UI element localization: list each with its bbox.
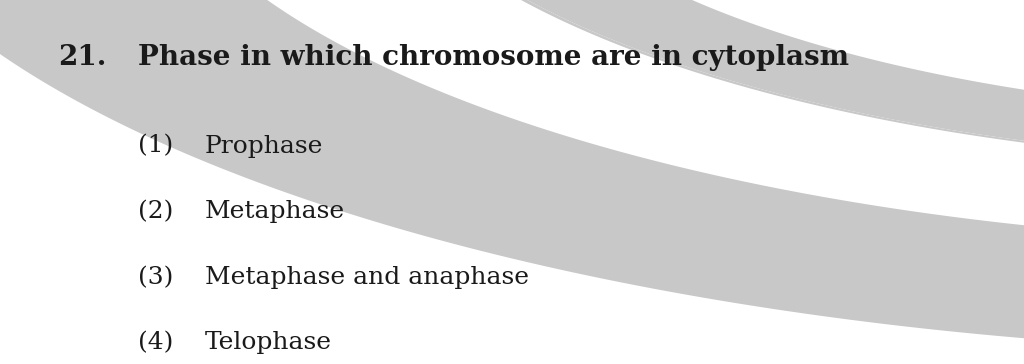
- Text: Metaphase: Metaphase: [205, 200, 345, 223]
- Text: (3): (3): [138, 266, 174, 289]
- Text: Phase in which chromosome are in cytoplasm: Phase in which chromosome are in cytopla…: [138, 44, 849, 71]
- Polygon shape: [0, 0, 1024, 353]
- Text: 21.: 21.: [58, 44, 106, 71]
- Text: (1): (1): [138, 135, 173, 158]
- Text: (4): (4): [138, 331, 174, 354]
- Text: Prophase: Prophase: [205, 135, 324, 158]
- Text: Telophase: Telophase: [205, 331, 332, 354]
- Polygon shape: [133, 0, 1024, 244]
- Text: Metaphase and anaphase: Metaphase and anaphase: [205, 266, 528, 289]
- Polygon shape: [358, 0, 1024, 164]
- Text: (2): (2): [138, 200, 174, 223]
